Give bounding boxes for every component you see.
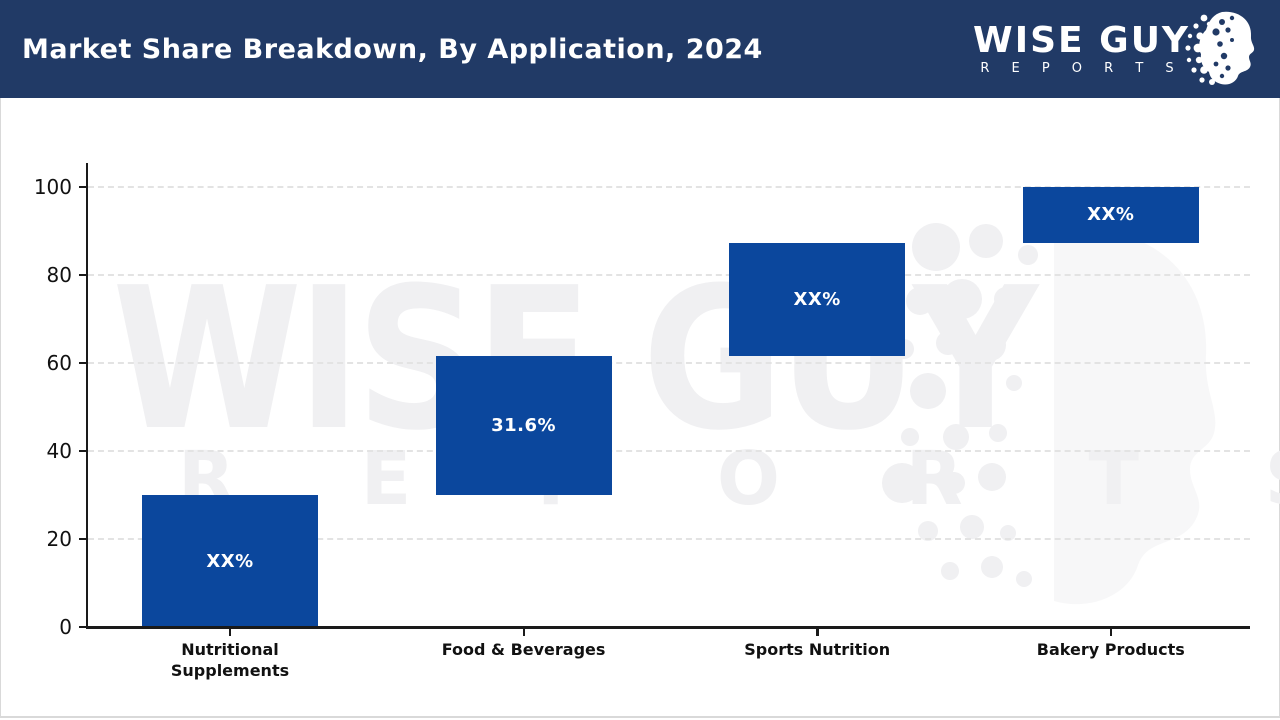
logo-head-icon <box>1185 11 1255 85</box>
bar-segment: XX% <box>1022 187 1199 243</box>
y-tick-100 <box>79 186 88 189</box>
gridline-60 <box>88 362 1250 364</box>
x-category-label: Sports Nutrition <box>744 640 891 659</box>
y-tick-label-80: 80 <box>46 263 72 287</box>
x-tick <box>1109 628 1113 636</box>
logo-text: WISE GUY R E P O R T S <box>972 20 1190 76</box>
bar-value-label: XX% <box>793 288 841 310</box>
wiseguy-logo: WISE GUY R E P O R T S <box>973 8 1280 90</box>
x-tick <box>229 628 232 636</box>
gridline-20 <box>88 538 1250 540</box>
logo-subtitle: R E P O R T S <box>980 61 1183 76</box>
y-tick-label-20: 20 <box>46 527 72 551</box>
x-category-label: Nutritional Supplements <box>170 640 290 680</box>
bar-value-label: XX% <box>1087 204 1135 226</box>
y-tick-80 <box>79 274 88 277</box>
bar-segment: 31.6% <box>435 355 612 495</box>
gridline-80 <box>88 274 1250 276</box>
x-category-label: Food & Beverages <box>441 640 606 659</box>
x-tick <box>816 628 819 636</box>
y-tick-40 <box>79 450 88 453</box>
x-tick <box>522 628 525 636</box>
y-tick-label-100: 100 <box>33 175 72 199</box>
bar-segment: XX% <box>142 495 318 627</box>
gridline-100 <box>88 186 1250 188</box>
bar-segment: XX% <box>729 242 906 356</box>
y-tick-label-60: 60 <box>46 351 72 375</box>
y-tick-0 <box>79 626 88 629</box>
bar-value-label: 31.6% <box>491 414 557 436</box>
y-axis-spine <box>85 163 88 629</box>
x-category-label: Bakery Products <box>1036 640 1185 659</box>
y-tick-label-40: 40 <box>46 439 72 463</box>
logo-wordmark: WISE GUY <box>972 20 1190 61</box>
bar-value-label: XX% <box>206 550 254 572</box>
x-axis-spine <box>85 626 1250 629</box>
y-tick-60 <box>79 362 88 365</box>
page-title: Market Share Breakdown, By Application, … <box>22 33 763 65</box>
header-bar: Market Share Breakdown, By Application, … <box>0 0 1280 98</box>
gridline-40 <box>88 450 1250 452</box>
y-tick-label-0: 0 <box>59 615 72 639</box>
y-tick-20 <box>79 538 88 541</box>
